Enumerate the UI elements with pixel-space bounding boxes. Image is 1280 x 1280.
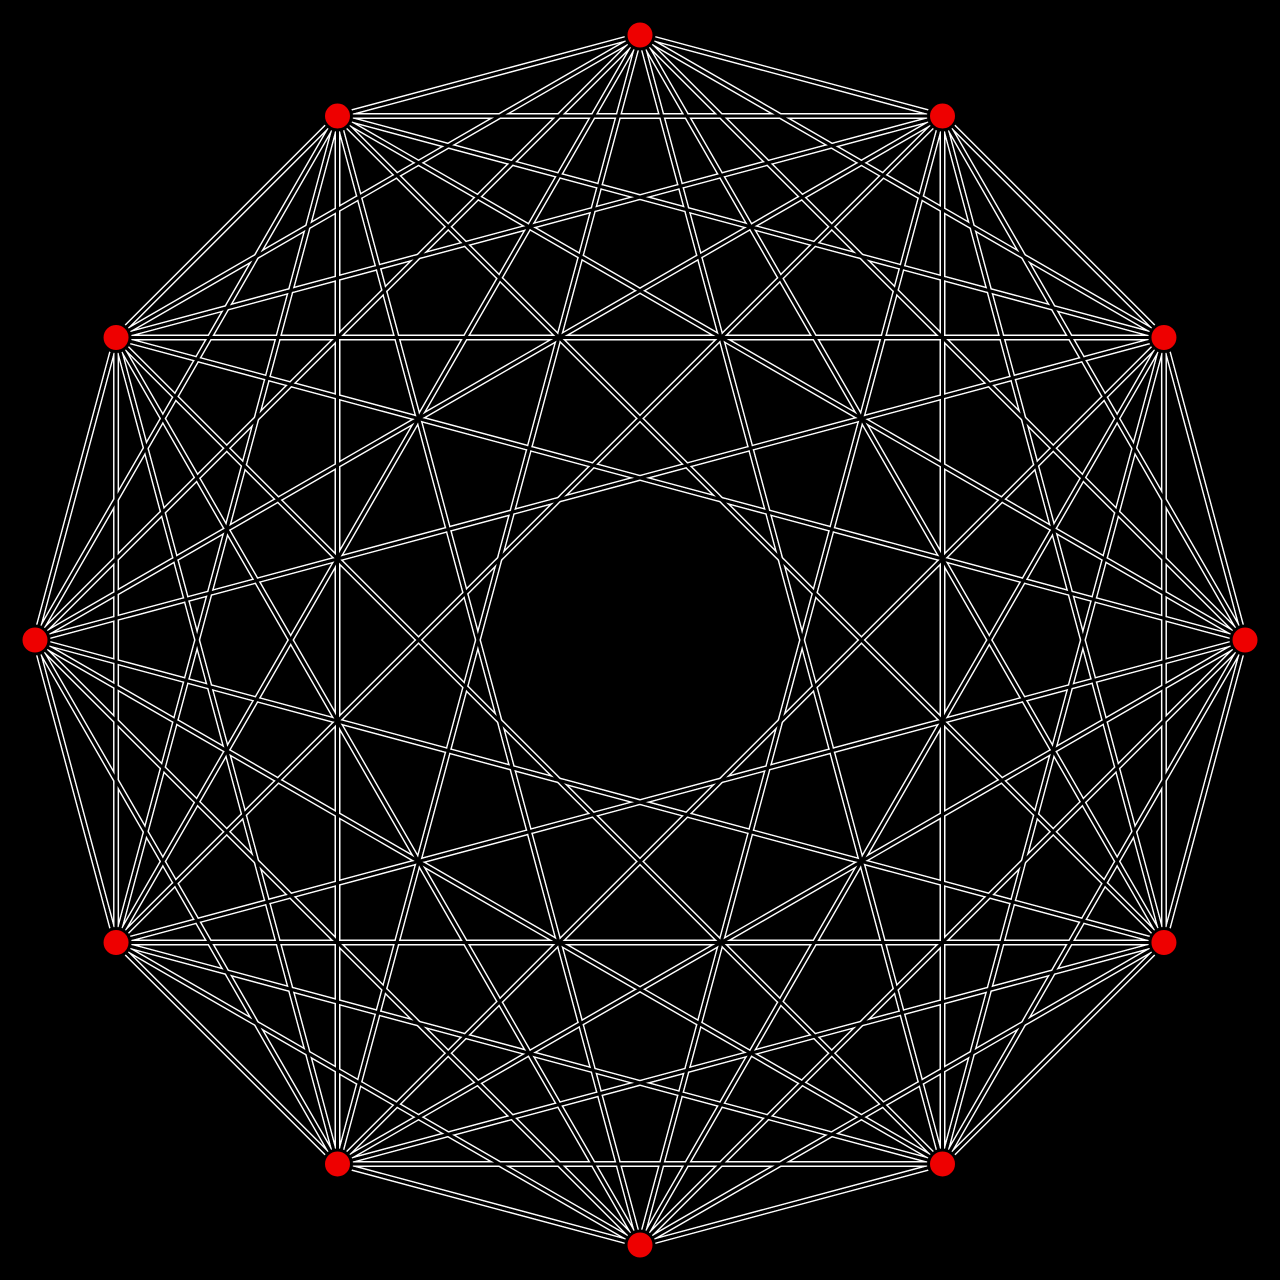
node xyxy=(1150,324,1178,352)
node xyxy=(324,1150,352,1178)
node xyxy=(1150,929,1178,957)
node xyxy=(626,21,654,49)
node xyxy=(929,1150,957,1178)
node xyxy=(324,102,352,130)
node xyxy=(21,626,49,654)
background xyxy=(0,0,1280,1280)
node xyxy=(102,324,130,352)
node xyxy=(1231,626,1259,654)
node xyxy=(102,929,130,957)
node xyxy=(929,102,957,130)
graph-canvas xyxy=(0,0,1280,1280)
node xyxy=(626,1231,654,1259)
